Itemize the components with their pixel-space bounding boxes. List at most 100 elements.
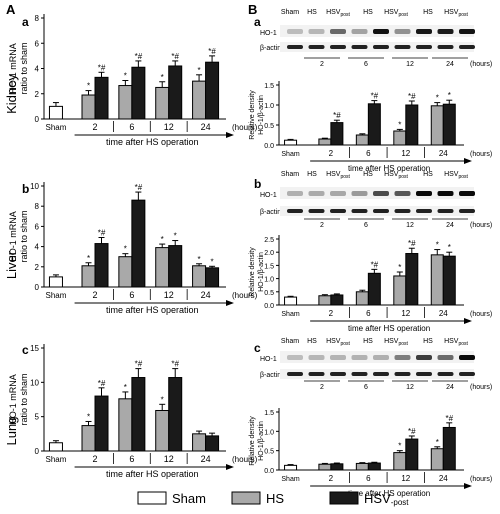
band-ho1 — [351, 191, 368, 196]
bar-hs — [393, 130, 407, 146]
bar-hs — [318, 463, 332, 471]
blot-time-label: 6 — [364, 61, 368, 68]
western-blot-1: Sham HS HSVpost HS HSVpost HS HSVpost HO-1 β-act… — [260, 171, 492, 229]
bar-hs — [81, 425, 96, 452]
x-tick-label: 2 — [329, 474, 334, 483]
significance-mark: *# — [371, 260, 379, 269]
lane-header: HSVpost — [444, 171, 468, 180]
blot-time-label: 12 — [406, 384, 414, 391]
x-tick-label: 6 — [129, 290, 134, 300]
significance-mark: * — [398, 263, 401, 272]
y-tick-label: 1.5 — [264, 263, 274, 270]
y-tick-label: 2 — [35, 90, 40, 99]
band-ho1 — [394, 355, 411, 360]
bar-sham — [284, 139, 298, 146]
bar-hs — [355, 291, 369, 306]
blot-time-label: 2 — [320, 61, 324, 68]
panel-letter-a-0: a — [22, 15, 29, 29]
significance-mark: *# — [98, 63, 106, 72]
x-tick-label: 24 — [439, 474, 448, 483]
blot-hours-label: (hours) — [470, 61, 492, 68]
y-tick-label: 2 — [35, 263, 40, 272]
band-ho1 — [373, 355, 389, 360]
lane-header: HS — [423, 338, 433, 345]
x-tick-label: 12 — [164, 290, 174, 300]
band-actin — [437, 209, 454, 213]
bar-hs — [155, 247, 170, 288]
band-ho1 — [394, 191, 411, 196]
bar-hsv — [405, 104, 419, 146]
band-actin — [330, 209, 346, 213]
significance-mark: *# — [371, 92, 379, 101]
band-actin — [373, 45, 389, 49]
y-axis-title: Relative density HO-1/β-actin — [249, 247, 265, 297]
y-tick-label: 1.0 — [264, 103, 274, 110]
band-ho1 — [351, 29, 368, 34]
y-tick-label: 4 — [35, 243, 40, 252]
blot-label-ho1: HO-1 — [260, 192, 277, 199]
bar-hsv — [205, 267, 220, 288]
bar-hsv — [131, 377, 146, 452]
band-actin — [330, 372, 346, 376]
significance-mark: * — [124, 71, 127, 80]
band-ho1 — [351, 355, 368, 360]
y-axis-title: HO-1 mRNAratio to sham — [8, 373, 29, 425]
organ-label: Kidney — [4, 74, 19, 114]
significance-mark: *# — [135, 360, 143, 369]
x-tick-label: 2 — [329, 149, 334, 158]
significance-mark: * — [211, 257, 214, 266]
western-blot-0: Sham HS HSVpost HS HSVpost HS HSVpost HO-1 β-act… — [260, 9, 492, 68]
significance-mark: *# — [171, 360, 179, 369]
x-tick-label: 24 — [439, 309, 448, 318]
band-ho1 — [308, 29, 325, 34]
y-tick-label: 0.0 — [264, 303, 274, 310]
time-arrow-head — [226, 464, 234, 470]
significance-mark: * — [448, 243, 451, 252]
y-tick-label: 10 — [30, 378, 39, 387]
y-tick-label: 0 — [35, 447, 40, 456]
significance-mark: * — [161, 73, 164, 82]
x-tick-label-sham: Sham — [281, 476, 299, 483]
bar-hs — [155, 86, 170, 120]
band-ho1 — [373, 29, 389, 34]
bar-hsv — [168, 65, 183, 120]
blot-label-actin: β-actin — [260, 209, 281, 216]
bar-hsv — [94, 76, 109, 120]
lane-header: HS — [363, 338, 373, 345]
blot-time-label: 6 — [364, 384, 368, 391]
time-arrow-head — [226, 300, 234, 306]
significance-mark: *# — [408, 239, 416, 248]
band-actin — [373, 209, 389, 213]
bar-sham — [284, 464, 298, 471]
significance-mark: *# — [135, 52, 143, 61]
bar-hsv — [442, 426, 456, 471]
y-tick-label: 6 — [35, 39, 40, 48]
panel-label-B: B — [248, 2, 257, 17]
x-tick-label: 12 — [401, 474, 410, 483]
y-tick-label: 0.0 — [264, 143, 274, 150]
band-actin — [330, 45, 346, 49]
lane-header: HS — [363, 9, 373, 16]
chart-B-c: 0.0 0.5 1.0 1.5 2 6 * *# 12 * *# 24 Sham (hours) time … — [249, 408, 492, 498]
lane-header: HSVpost — [326, 9, 350, 18]
x-tick-label-sham: Sham — [46, 455, 67, 464]
x-tick-label: 12 — [401, 149, 410, 158]
x-tick-label-sham: Sham — [46, 291, 67, 300]
band-actin — [373, 372, 389, 376]
band-ho1 — [330, 29, 346, 34]
panel-letter-b-1: b — [254, 177, 261, 191]
y-tick-label: 8 — [35, 14, 40, 23]
significance-mark: * — [87, 412, 90, 421]
band-ho1 — [416, 355, 432, 360]
x-axis-title: time after HS operation — [348, 489, 430, 498]
significance-mark: *# — [208, 47, 216, 56]
x-tick-label: 2 — [92, 122, 97, 132]
panel-letter-a-1: b — [22, 182, 29, 196]
blot-time-label: 24 — [446, 61, 454, 68]
band-actin — [394, 45, 411, 49]
significance-mark: * — [124, 383, 127, 392]
y-tick-label: 2.0 — [264, 250, 274, 257]
panel-letter-a-2: c — [22, 343, 29, 357]
band-ho1 — [437, 191, 454, 196]
